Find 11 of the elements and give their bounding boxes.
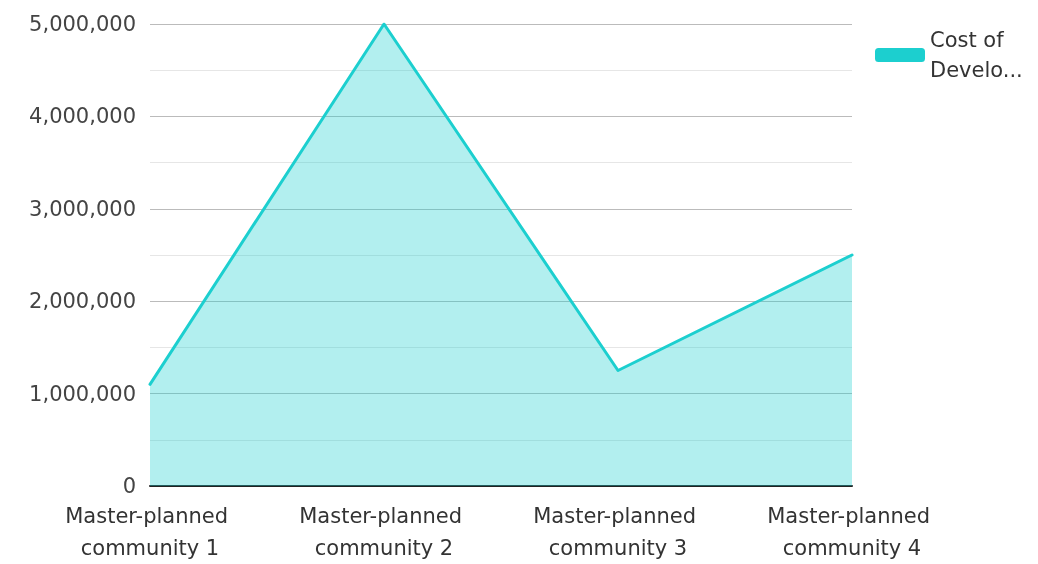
y-tick-label: 5,000,000 — [29, 12, 136, 36]
x-tick-label: Master-planned community 4 — [767, 504, 937, 560]
x-tick-label: Master-planned community 2 — [299, 504, 469, 560]
y-tick-label: 0 — [122, 474, 136, 498]
y-tick-label: 4,000,000 — [29, 104, 136, 129]
y-tick-label: 2,000,000 — [29, 289, 136, 314]
legend-label: Cost of Develo... — [930, 28, 1023, 82]
x-tick-label: Master-planned community 3 — [533, 504, 703, 560]
x-tick-label: Master-planned community 1 — [65, 504, 235, 560]
y-tick-label: 3,000,000 — [29, 196, 136, 221]
y-tick-label: 1,000,000 — [29, 381, 136, 406]
